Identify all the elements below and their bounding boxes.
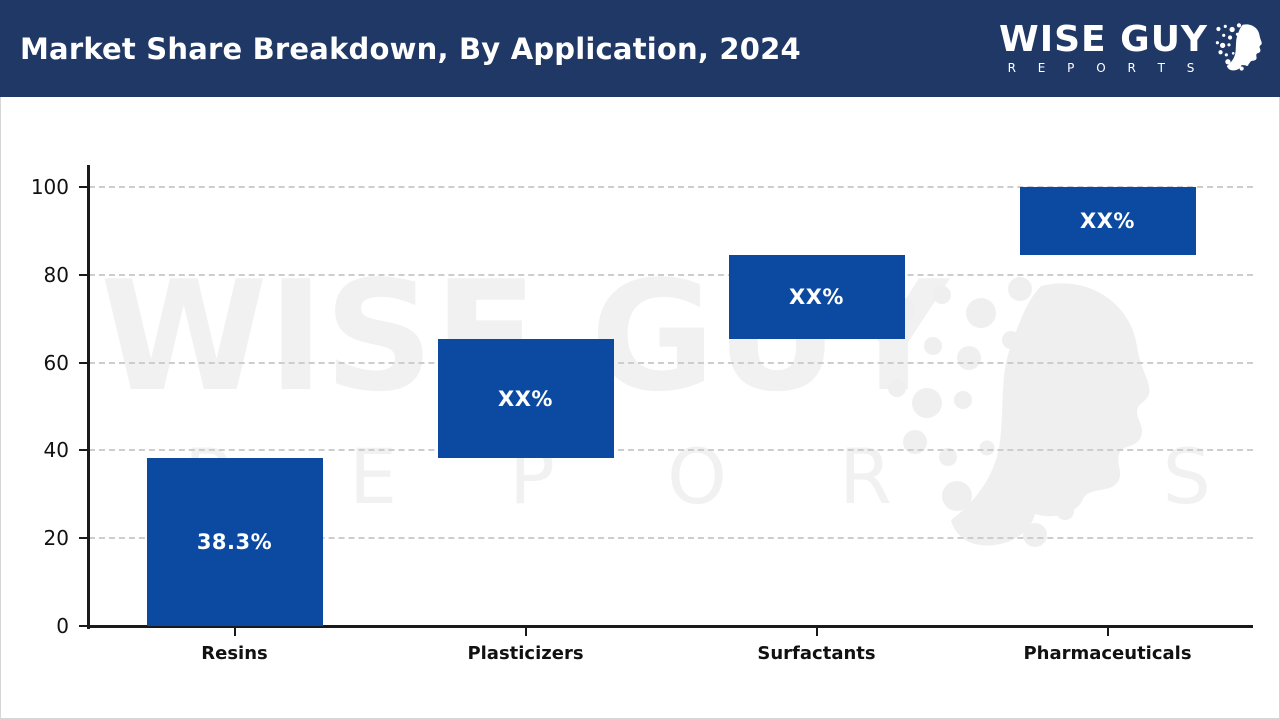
y-axis-line [87,165,90,629]
gridline-40 [89,449,1253,452]
bar-surfactants: XX% [728,254,905,340]
y-tick-60 [79,361,87,364]
bar-value-label: XX% [498,386,553,411]
gridline-80 [89,273,1253,276]
x-axis-line [87,625,1253,628]
x-tick-resins [233,628,236,636]
bar-pharmaceuticals: XX% [1019,186,1196,255]
x-tick-pharmaceuticals [1106,628,1109,636]
wiseguy-logo: WISE GUY R E P O R T S [999,10,1268,86]
logo-subtext: R E P O R T S [1007,60,1204,75]
y-tick-label-100: 100 [30,174,69,199]
bar-plasticizers: XX% [437,339,614,458]
wiseguy-face-icon [1215,23,1262,71]
chart-title: Market Share Breakdown, By Application, … [20,31,801,66]
bar-value-label: XX% [789,284,844,309]
x-tick-plasticizers [524,628,527,636]
gridline-60 [89,361,1253,364]
y-tick-label-80: 80 [43,262,69,287]
y-tick-100 [79,185,87,188]
y-tick-label-40: 40 [43,438,69,463]
y-tick-label-0: 0 [56,614,69,638]
category-label-plasticizers: Plasticizers [467,643,584,664]
gridline-100 [89,185,1253,188]
y-tick-80 [79,273,87,276]
category-label-resins: Resins [201,643,268,664]
y-tick-40 [79,449,87,452]
y-tick-label-20: 20 [43,526,69,551]
gridline-20 [89,537,1253,540]
category-label-surfactants: Surfactants [757,643,876,664]
bar-value-label: XX% [1080,208,1135,233]
x-tick-surfactants [815,628,818,636]
header-bar: Market Share Breakdown, By Application, … [0,0,1280,97]
y-tick-20 [79,537,87,540]
y-tick-0 [79,625,87,627]
bar-resins: 38.3% [146,457,323,626]
bar-value-label: 38.3% [196,529,273,554]
logo-wordmark: WISE GUY [998,19,1208,61]
logo-text: WISE GUY R E P O R T S [999,21,1208,75]
y-tick-label-60: 60 [43,350,69,375]
category-label-pharmaceuticals: Pharmaceuticals [1023,643,1192,664]
